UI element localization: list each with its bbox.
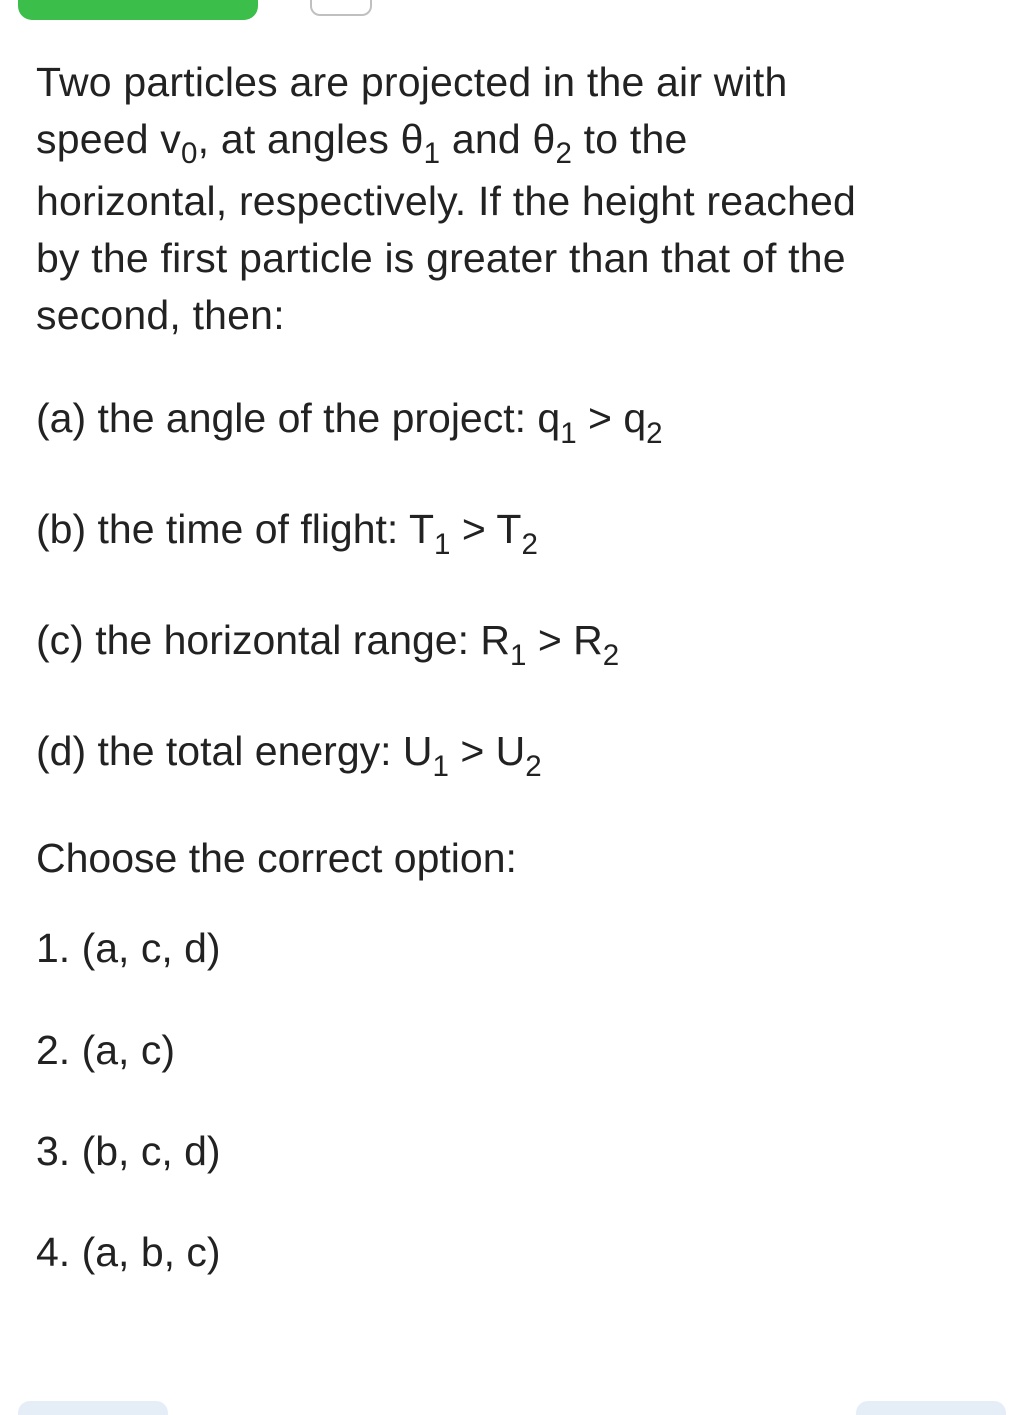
statement-d: (d) the total energy: U1 > U2 bbox=[36, 724, 988, 785]
statement-d-pre: (d) the total energy: U bbox=[36, 728, 433, 774]
question-line4: by the first particle is greater than th… bbox=[36, 235, 846, 281]
statement-c-sub1: 1 bbox=[510, 639, 526, 672]
statement-a-pre: (a) the angle of the project: q bbox=[36, 395, 560, 441]
statement-b-sub2: 2 bbox=[521, 528, 537, 561]
top-gray-tab bbox=[310, 0, 372, 16]
top-green-pill bbox=[18, 0, 258, 20]
statement-a-sub1: 1 bbox=[560, 417, 576, 450]
question-sub-theta1: 1 bbox=[424, 137, 441, 170]
option-2[interactable]: 2. (a, c) bbox=[36, 1024, 988, 1077]
statement-c-sub2: 2 bbox=[603, 639, 619, 672]
statement-d-mid: > U bbox=[449, 728, 525, 774]
option-1[interactable]: 1. (a, c, d) bbox=[36, 922, 988, 975]
question-sub-v0: 0 bbox=[181, 137, 198, 170]
question-line1: Two particles are projected in the air w… bbox=[36, 59, 788, 105]
question-line2-post: to the bbox=[572, 116, 687, 162]
option-3[interactable]: 3. (b, c, d) bbox=[36, 1125, 988, 1178]
bottom-pill-right bbox=[856, 1401, 1006, 1415]
answer-options: 1. (a, c, d) 2. (a, c) 3. (b, c, d) 4. (… bbox=[36, 922, 988, 1279]
statement-c-mid: > R bbox=[526, 617, 602, 663]
option-4[interactable]: 4. (a, b, c) bbox=[36, 1226, 988, 1279]
statement-c-pre: (c) the horizontal range: R bbox=[36, 617, 510, 663]
question-text: Two particles are projected in the air w… bbox=[36, 0, 988, 343]
statement-b-mid: > T bbox=[450, 506, 521, 552]
statements-list: (a) the angle of the project: q1 > q2 (b… bbox=[36, 391, 988, 785]
question-sub-theta2: 2 bbox=[555, 137, 572, 170]
statement-a-sub2: 2 bbox=[646, 417, 662, 450]
question-line5: second, then: bbox=[36, 292, 285, 338]
choose-label: Choose the correct option: bbox=[36, 835, 988, 882]
question-line3: horizontal, respectively. If the height … bbox=[36, 178, 856, 224]
statement-b-pre: (b) the time of flight: T bbox=[36, 506, 434, 552]
statement-d-sub1: 1 bbox=[433, 750, 449, 783]
statement-d-sub2: 2 bbox=[525, 750, 541, 783]
question-line2-mid: , at angles θ bbox=[198, 116, 424, 162]
statement-b-sub1: 1 bbox=[434, 528, 450, 561]
question-line2-pre: speed v bbox=[36, 116, 181, 162]
statement-a: (a) the angle of the project: q1 > q2 bbox=[36, 391, 988, 452]
question-line2-mid2: and θ bbox=[440, 116, 555, 162]
statement-a-mid: > q bbox=[577, 395, 647, 441]
statement-b: (b) the time of flight: T1 > T2 bbox=[36, 502, 988, 563]
page: Two particles are projected in the air w… bbox=[0, 0, 1024, 1415]
bottom-pill-left bbox=[18, 1401, 168, 1415]
statement-c: (c) the horizontal range: R1 > R2 bbox=[36, 613, 988, 674]
